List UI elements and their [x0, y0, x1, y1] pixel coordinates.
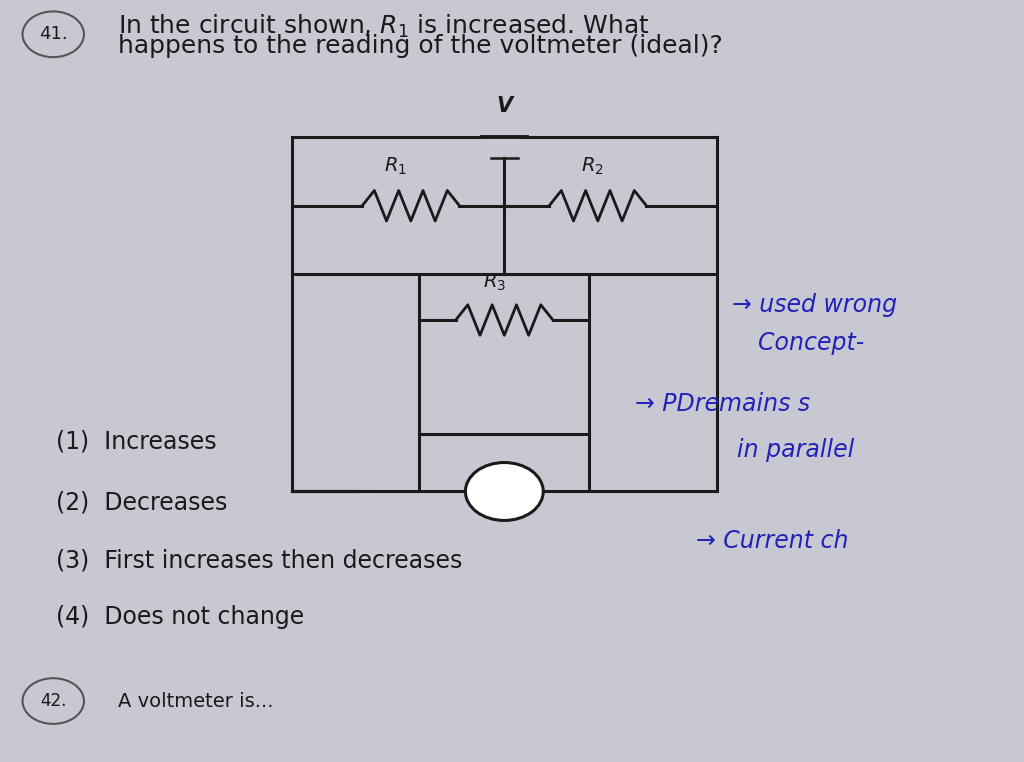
Text: Concept-: Concept-: [758, 331, 864, 355]
Text: (3)  First increases then decreases: (3) First increases then decreases: [56, 548, 463, 572]
Text: (2)  Decreases: (2) Decreases: [56, 491, 227, 515]
Text: In the circuit shown, $R_1$ is increased. What: In the circuit shown, $R_1$ is increased…: [118, 13, 649, 40]
Circle shape: [465, 463, 543, 520]
Text: 41.: 41.: [39, 25, 68, 43]
Text: 42.: 42.: [40, 692, 67, 710]
Text: in parallel: in parallel: [737, 437, 855, 462]
Text: happens to the reading of the voltmeter (ideal)?: happens to the reading of the voltmeter …: [118, 34, 723, 58]
Text: V: V: [497, 96, 512, 116]
Text: A voltmeter is...: A voltmeter is...: [118, 692, 273, 710]
Text: → Current ch: → Current ch: [696, 529, 849, 553]
Text: V: V: [497, 482, 512, 501]
Text: (4)  Does not change: (4) Does not change: [56, 605, 304, 629]
Text: $R_1$: $R_1$: [384, 155, 407, 177]
Text: → used wrong: → used wrong: [732, 293, 897, 317]
Text: (1)  Increases: (1) Increases: [56, 430, 217, 454]
Text: → PDremains s: → PDremains s: [635, 392, 810, 416]
Text: $R_2$: $R_2$: [582, 155, 604, 177]
Text: $R_3$: $R_3$: [482, 272, 506, 293]
